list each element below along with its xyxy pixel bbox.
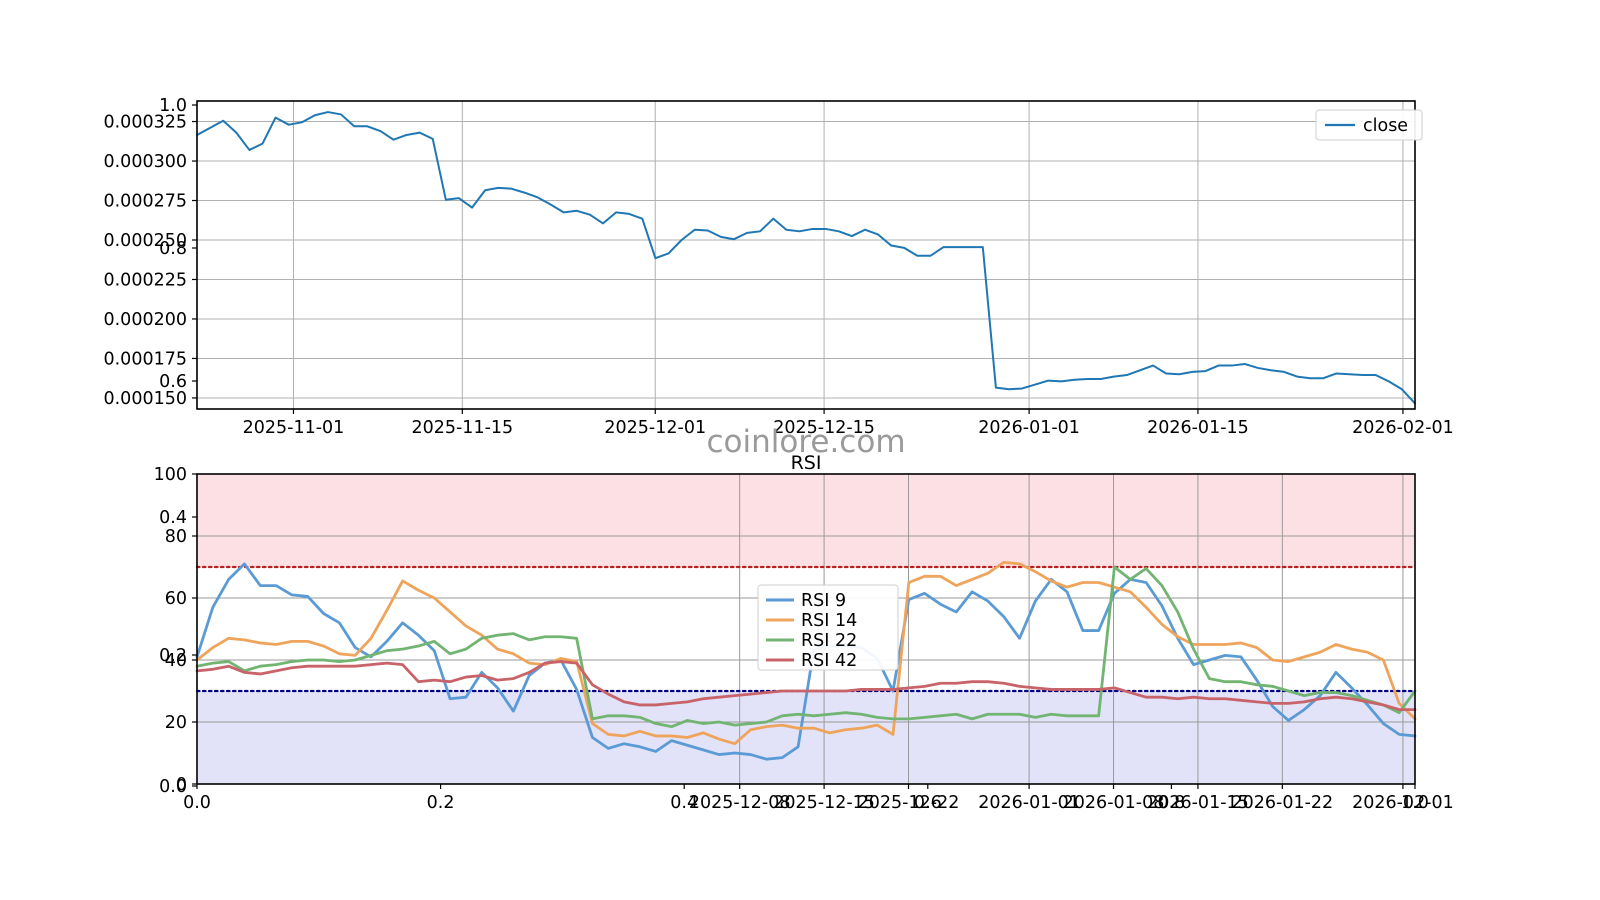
price-legend[interactable]: close xyxy=(1315,109,1423,141)
rsi-overlay-x-tick-label: 0.0 xyxy=(183,793,211,813)
price-overlay-tick-label: 1.0 xyxy=(159,96,187,116)
rsi-y-tick-label: 40 xyxy=(165,651,187,671)
price-x-tick-label: 2025-11-01 xyxy=(243,418,345,438)
price-y-tick-label: 0.000250 xyxy=(103,231,187,251)
rsi-legend[interactable]: RSI 9 RSI 14 RSI 22 RSI 42 xyxy=(757,584,899,671)
rsi-y-tick-label: 80 xyxy=(165,527,187,547)
rsi-overlay-x-tick-label: 0.6 xyxy=(914,793,942,813)
price-x-tick-label: 2026-02-01 xyxy=(1352,418,1454,438)
price-plot-background xyxy=(197,101,1415,409)
rsi-legend-label-rsi14: RSI 14 xyxy=(801,611,857,631)
rsi-overlay-x-tick-label: 1.0 xyxy=(1401,793,1429,813)
rsi-overlay-tick-label: 0.2 xyxy=(159,646,187,666)
price-legend-label-close: close xyxy=(1363,116,1408,136)
price-x-tick-label: 2026-01-01 xyxy=(978,418,1080,438)
price-x-axis-ticks: 2025-11-01 2025-11-15 2025-12-01 2025-12-15… xyxy=(243,409,1454,438)
rsi-y-axis-ticks: 0 20 40 60 80 100 xyxy=(154,465,197,795)
rsi-overlay-y-ticks: 0.4 0.2 0.0 xyxy=(159,508,197,797)
watermark-text: coinlore.com xyxy=(706,424,905,460)
rsi-overlay-x-ticks: 0.0 0.2 0.4 0.6 0.8 1.0 xyxy=(183,784,1429,813)
rsi-x-tick-label: 2026-01-22 xyxy=(1231,793,1333,813)
price-y-tick-label: 0.000325 xyxy=(103,113,187,133)
price-x-tick-label: 2025-12-01 xyxy=(604,418,706,438)
rsi-overbought-band xyxy=(197,474,1415,567)
rsi-panel: 0 20 40 60 80 100 2025-12-082025-12-152025-12… xyxy=(154,452,1454,813)
rsi-y-tick-label: 20 xyxy=(165,713,187,733)
rsi-x-tick-label: 2026-01-08 xyxy=(1063,793,1165,813)
price-overlay-tick-label: 0.8 xyxy=(159,239,187,259)
rsi-overlay-tick-label: 0.4 xyxy=(159,508,187,528)
rsi-x-tick-label: 2025-12-15 xyxy=(773,793,875,813)
rsi-x-tick-label: 2026-01-01 xyxy=(978,793,1080,813)
rsi-panel-title: RSI xyxy=(791,452,822,474)
rsi-x-tick-label: 2025-12-22 xyxy=(858,793,960,813)
rsi-line-rsi-9 xyxy=(195,562,1417,761)
rsi-line-rsi-42 xyxy=(195,660,1417,711)
price-panel: 0.000150 0.000175 0.000200 0.000225 0.000250… xyxy=(103,96,1453,438)
rsi-legend-label-rsi22: RSI 22 xyxy=(801,631,857,651)
rsi-line-rsi-14 xyxy=(195,560,1417,746)
price-y-tick-label: 0.000150 xyxy=(103,389,187,409)
rsi-x-tick-label: 2025-12-08 xyxy=(689,793,791,813)
rsi-y-tick-label: 100 xyxy=(154,465,187,485)
rsi-legend-item-2[interactable]: RSI 22 xyxy=(766,631,857,651)
price-plot-frame xyxy=(196,100,1416,410)
rsi-y-tick-label: 60 xyxy=(165,589,187,609)
rsi-x-tick-label: 2026-01-15 xyxy=(1147,793,1249,813)
rsi-legend-box xyxy=(757,584,899,671)
rsi-overlay-x-tick-label: 0.2 xyxy=(427,793,455,813)
rsi-overlay-x-tick-label: 0.8 xyxy=(1157,793,1185,813)
rsi-legend-label-rsi9: RSI 9 xyxy=(801,591,846,611)
rsi-legend-item-0[interactable]: RSI 9 xyxy=(766,591,846,611)
price-close-line xyxy=(196,111,1416,405)
rsi-series-lines xyxy=(195,560,1417,761)
price-overlay-tick-label: 0.6 xyxy=(159,372,187,392)
price-legend-box xyxy=(1315,109,1423,141)
rsi-line-rsi-22 xyxy=(195,565,1417,729)
price-y-tick-label: 0.000225 xyxy=(103,270,187,290)
rsi-overlay-tick-label: 0.0 xyxy=(159,777,187,797)
price-overlay-y-ticks: 1.0 0.8 0.6 xyxy=(159,96,197,392)
price-y-tick-label: 0.000200 xyxy=(103,310,187,330)
rsi-y-tick-label: 0 xyxy=(176,775,187,795)
rsi-legend-item-1[interactable]: RSI 14 xyxy=(766,611,857,631)
rsi-plot-frame xyxy=(196,473,1416,785)
rsi-x-tick-label: 2026-02-01 xyxy=(1352,793,1454,813)
rsi-legend-item-3[interactable]: RSI 42 xyxy=(766,651,857,671)
price-y-tick-label: 0.000300 xyxy=(103,152,187,172)
price-x-tick-label: 2025-12-15 xyxy=(773,418,875,438)
price-y-tick-label: 0.000275 xyxy=(103,192,187,212)
price-y-tick-label: 0.000175 xyxy=(103,349,187,369)
price-x-tick-label: 2026-01-15 xyxy=(1147,418,1249,438)
rsi-legend-label-rsi42: RSI 42 xyxy=(801,651,857,671)
price-y-axis-ticks: 0.000150 0.000175 0.000200 0.000225 0.000250… xyxy=(103,113,197,409)
rsi-overlay-x-tick-label: 0.4 xyxy=(670,793,698,813)
price-x-tick-label: 2025-11-15 xyxy=(411,418,513,438)
